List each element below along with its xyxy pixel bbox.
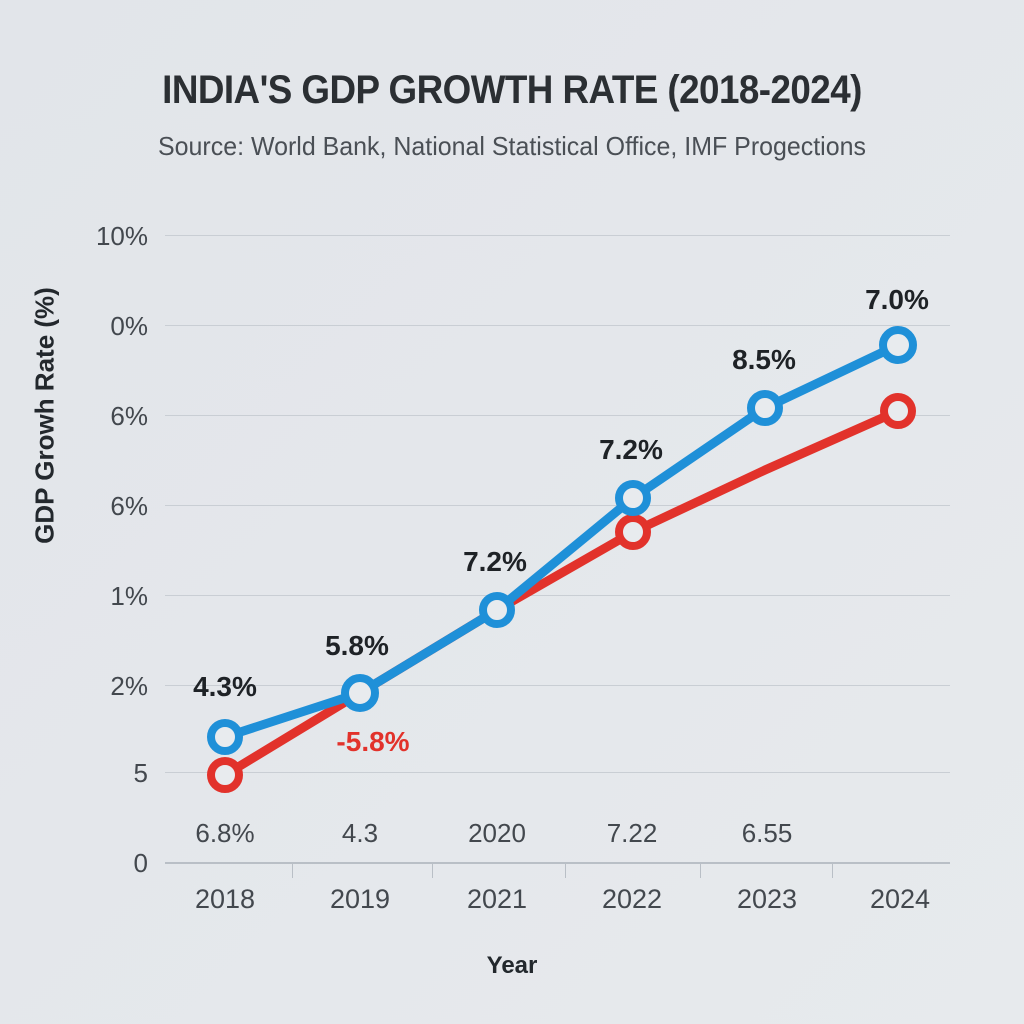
x-tick-label: 2019 xyxy=(329,884,391,914)
gridline xyxy=(165,772,950,773)
x-tick-label: 2022 xyxy=(601,884,663,914)
data-point-label-negative: -5.8% xyxy=(336,726,410,757)
y-tick-label: 5 xyxy=(133,758,148,788)
x-tick-mark xyxy=(700,864,701,878)
gridline xyxy=(165,415,950,416)
y-axis-title: GDP Growh Rate (%) xyxy=(29,287,60,544)
y-tick-label: 1% xyxy=(110,581,148,611)
x-tick-label: 2024 xyxy=(869,884,931,914)
x-secondary-label: 7.22 xyxy=(606,818,658,848)
x-secondary-label: 4.3 xyxy=(341,818,379,848)
data-point-label: 7.0% xyxy=(865,284,929,315)
y-tick-label: 2% xyxy=(110,671,148,701)
chart-title: INDIA'S GDP GROWTH RATE (2018-2024) xyxy=(162,68,862,112)
x-tick-mark xyxy=(292,864,293,878)
gridline xyxy=(165,325,950,326)
x-axis-title: Year xyxy=(486,952,538,979)
gridline xyxy=(165,235,950,236)
x-tick-mark xyxy=(432,864,433,878)
y-tick-label: 6% xyxy=(110,491,148,521)
x-tick-mark xyxy=(565,864,566,878)
x-tick-mark xyxy=(832,864,833,878)
x-tick-label: 2023 xyxy=(736,884,798,914)
data-point-label: 7.2% xyxy=(463,546,527,577)
y-tick-label: 6% xyxy=(110,401,148,431)
x-tick-label: 2021 xyxy=(466,884,528,914)
x-tick-label: 2018 xyxy=(194,884,256,914)
data-point-label: 8.5% xyxy=(732,344,796,375)
data-point-label: 4.3% xyxy=(193,671,257,702)
y-tick-label: 0% xyxy=(110,311,148,341)
data-point-label: 5.8% xyxy=(325,630,389,661)
x-secondary-label: 6.8% xyxy=(195,818,255,848)
data-point-label: 7.2% xyxy=(599,434,663,465)
y-tick-label: 10% xyxy=(95,221,148,251)
x-secondary-label: 2020 xyxy=(468,818,526,848)
gridline xyxy=(165,595,950,596)
x-secondary-label: 6.55 xyxy=(741,818,793,848)
x-axis-line xyxy=(165,862,950,864)
y-tick-label: 0 xyxy=(133,848,148,878)
gridline xyxy=(165,505,950,506)
chart-subtitle: Source: World Bank, National Statistical… xyxy=(158,131,866,161)
